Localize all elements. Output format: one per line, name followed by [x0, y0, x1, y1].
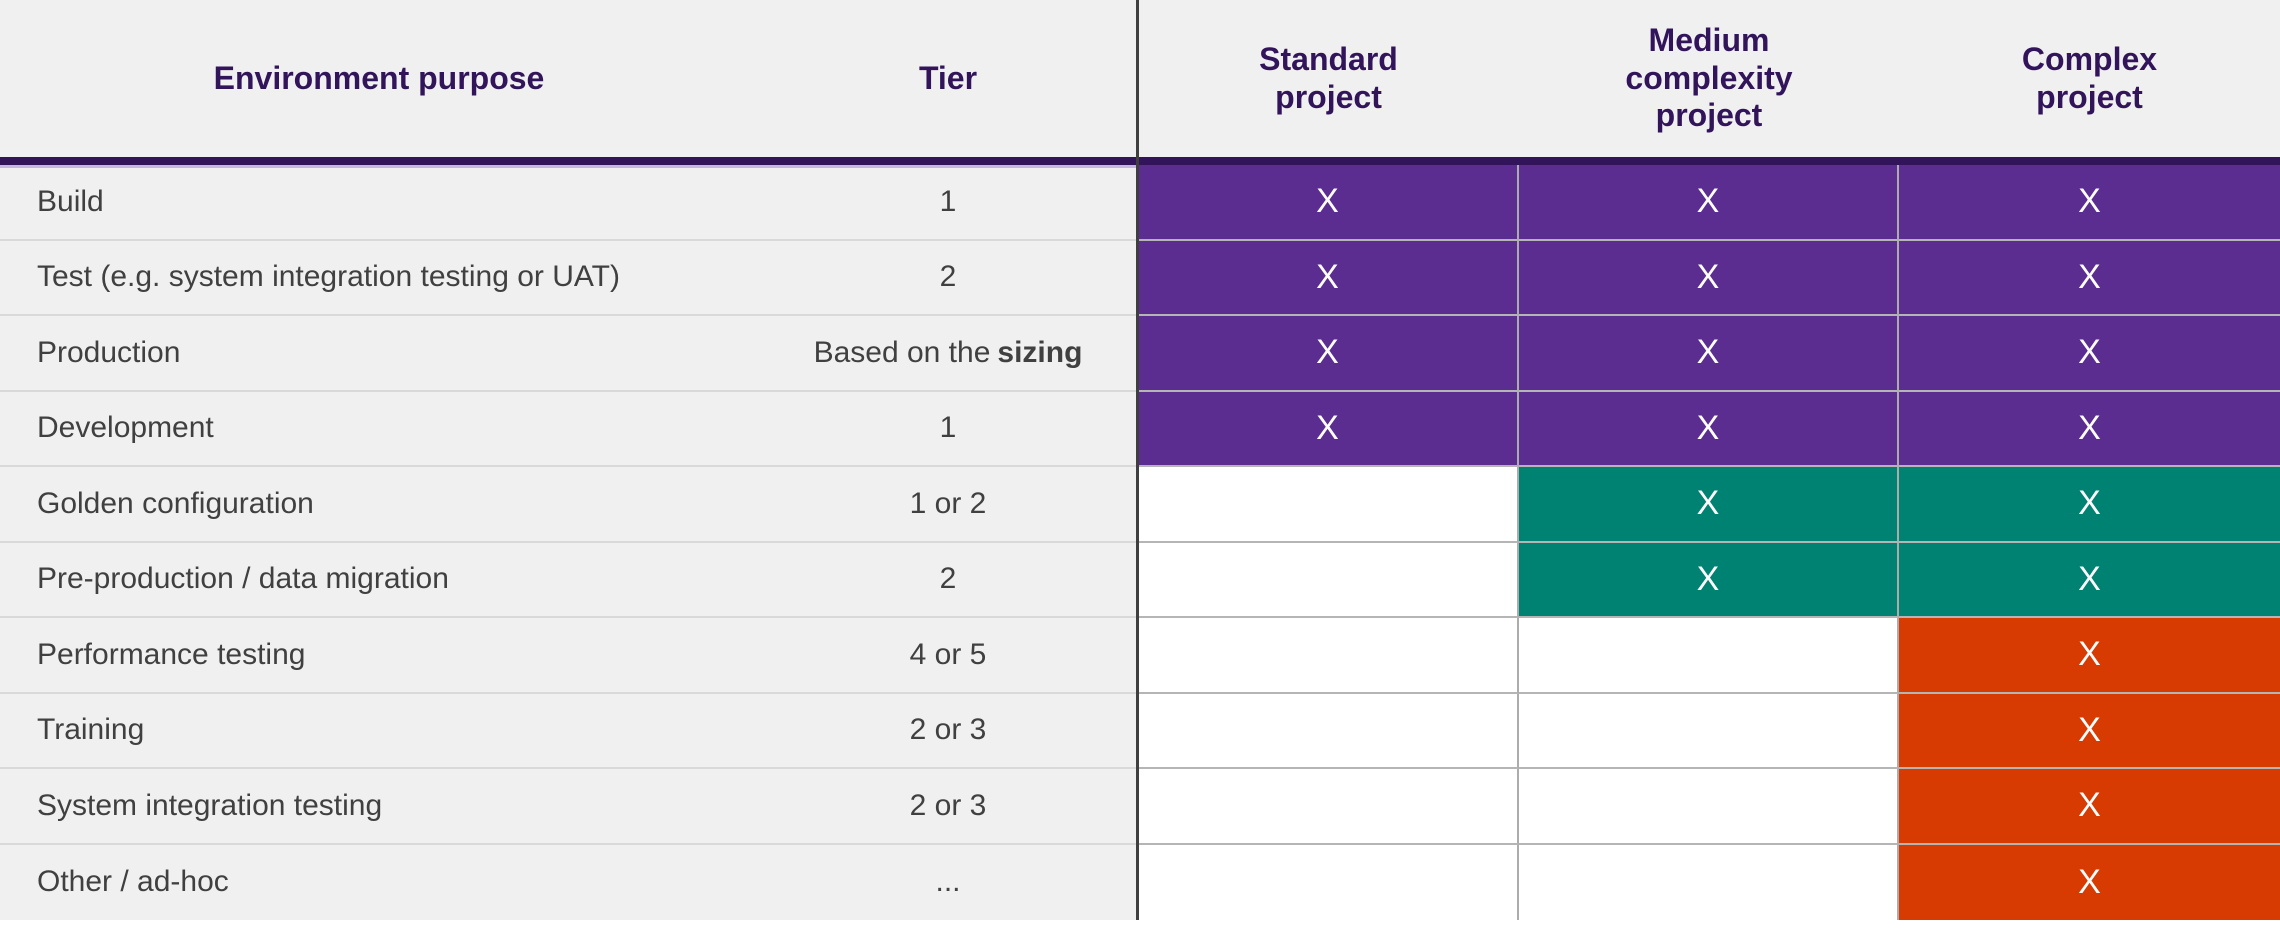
empty-cell	[1138, 844, 1519, 920]
row-purpose-label: Pre-production / data migration	[0, 542, 758, 618]
mark-cell-purple: X	[1899, 316, 2280, 392]
mark-cell-orange: X	[1899, 693, 2280, 769]
empty-cell	[1138, 542, 1519, 618]
row-tier-value: Based on the sizing	[758, 316, 1138, 392]
empty-cell	[1138, 467, 1519, 543]
mark-cell-purple: X	[1519, 391, 1899, 467]
row-purpose-label: Other / ad-hoc	[0, 844, 758, 920]
row-purpose-label: Golden configuration	[0, 467, 758, 543]
empty-cell	[1138, 769, 1519, 845]
empty-cell	[1519, 618, 1899, 694]
row-tier-value: 1 or 2	[758, 467, 1138, 543]
row-purpose-label: Test (e.g. system integration testing or…	[0, 240, 758, 316]
mark-cell-teal: X	[1519, 542, 1899, 618]
empty-cell	[1138, 693, 1519, 769]
header-tier: Tier	[758, 0, 1138, 157]
mark-cell-purple: X	[1899, 240, 2280, 316]
header-underline-shadow	[0, 165, 1136, 168]
row-purpose-label: Production	[0, 316, 758, 392]
mark-cell-teal: X	[1899, 542, 2280, 618]
row-tier-value: 2	[758, 542, 1138, 618]
mark-cell-purple: X	[1519, 165, 1899, 241]
mark-cell-purple: X	[1138, 165, 1519, 241]
row-tier-value: ...	[758, 844, 1138, 920]
row-tier-value: 2 or 3	[758, 693, 1138, 769]
row-tier-value: 1	[758, 165, 1138, 241]
empty-cell	[1519, 844, 1899, 920]
tier-matrix-divider-line	[1136, 0, 1139, 920]
empty-cell	[1519, 769, 1899, 845]
mark-cell-purple: X	[1899, 165, 2280, 241]
mark-cell-teal: X	[1899, 467, 2280, 543]
header-medium-complexity-project: Medium complexity project	[1519, 0, 1899, 157]
header-environment-purpose: Environment purpose	[0, 0, 758, 157]
mark-cell-purple: X	[1519, 240, 1899, 316]
empty-cell	[1138, 618, 1519, 694]
mark-cell-orange: X	[1899, 769, 2280, 845]
mark-cell-purple: X	[1519, 316, 1899, 392]
header-standard-project: Standard project	[1138, 0, 1519, 157]
row-tier-value: 2	[758, 240, 1138, 316]
row-purpose-label: Performance testing	[0, 618, 758, 694]
row-tier-value: 1	[758, 391, 1138, 467]
row-purpose-label: Training	[0, 693, 758, 769]
mark-cell-purple: X	[1138, 391, 1519, 467]
header-underline	[0, 157, 2280, 165]
mark-cell-orange: X	[1899, 618, 2280, 694]
header-complex-project: Complex project	[1899, 0, 2280, 157]
row-purpose-label: Development	[0, 391, 758, 467]
row-tier-value: 2 or 3	[758, 769, 1138, 845]
mark-cell-purple: X	[1138, 316, 1519, 392]
mark-cell-purple: X	[1138, 240, 1519, 316]
row-purpose-label: System integration testing	[0, 769, 758, 845]
mark-cell-orange: X	[1899, 844, 2280, 920]
row-purpose-label: Build	[0, 165, 758, 241]
row-tier-value: 4 or 5	[758, 618, 1138, 694]
empty-cell	[1519, 693, 1899, 769]
mark-cell-purple: X	[1899, 391, 2280, 467]
mark-cell-teal: X	[1519, 467, 1899, 543]
